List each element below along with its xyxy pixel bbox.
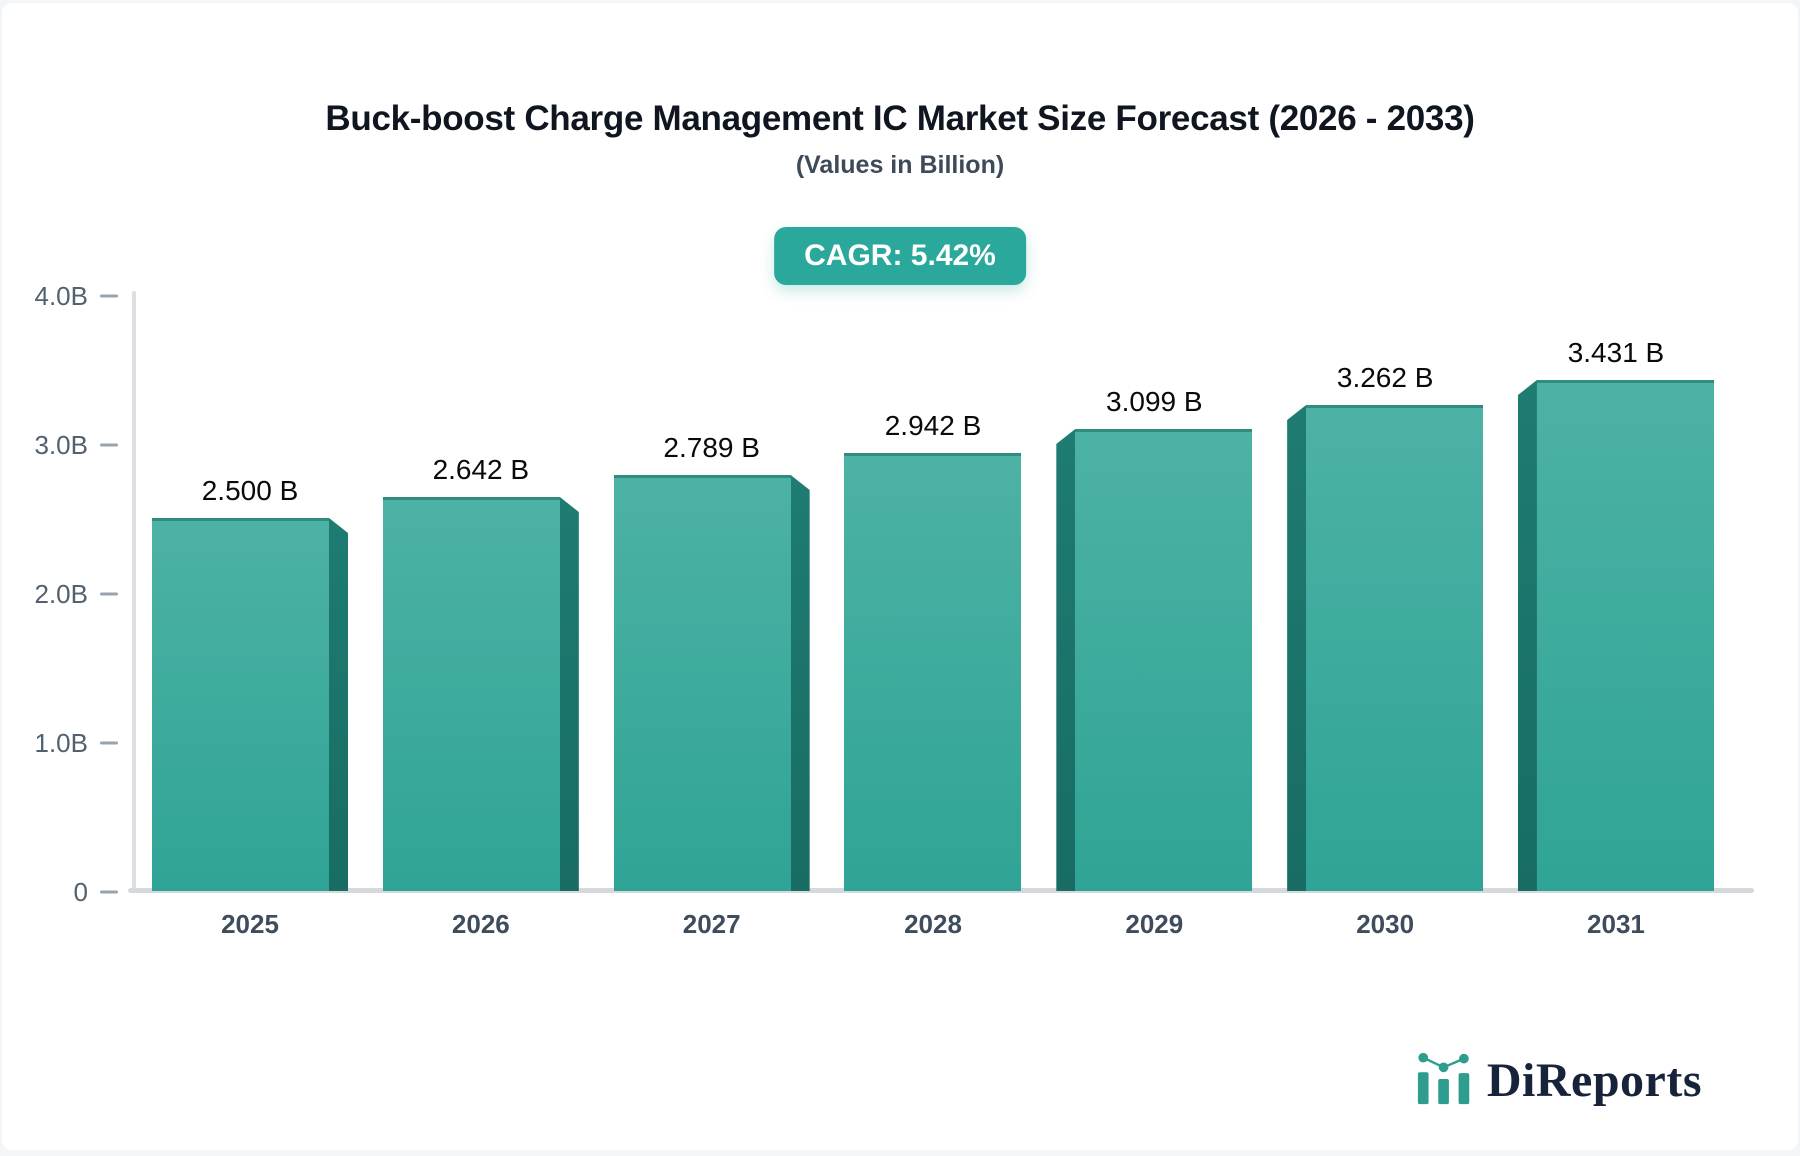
bar-value-label: 2.789 B [663, 432, 760, 463]
x-tick-label: 2029 [1125, 909, 1184, 939]
chart-subtitle: (Values in Billion) [795, 151, 1005, 179]
bar-group-2025: 2.500 B 2025 [152, 475, 348, 939]
bar-3d-side [1056, 429, 1076, 891]
bar-line-chart-logo-icon [1415, 1049, 1477, 1112]
bar-2026 [382, 497, 560, 891]
cagr-badge: CAGR: 5.42% [774, 227, 1026, 285]
bar-2025 [152, 518, 329, 891]
bar-3d-side [790, 475, 810, 891]
bar-2031 [1536, 380, 1714, 891]
bar-group-2031: 3.431 B 2031 [1517, 337, 1714, 939]
y-tick-label: 3.0B [34, 430, 89, 460]
bar-group-2029: 3.099 B 2029 [1056, 386, 1253, 939]
bar-2027 [613, 475, 791, 891]
y-axis-line [132, 291, 136, 892]
bar-2028 [844, 453, 1022, 891]
bar-2030 [1306, 405, 1484, 891]
y-tick-label: 1.0B [34, 728, 89, 758]
bar-value-label: 2.642 B [432, 454, 530, 485]
bar-3d-side [1287, 405, 1307, 891]
x-tick-label: 2026 [451, 909, 510, 939]
bar-3d-side [559, 497, 579, 891]
chart-title: Buck-boost Charge Management IC Market S… [325, 99, 1475, 138]
y-tick-label: 0 [73, 877, 88, 907]
x-tick-label: 2031 [1587, 909, 1645, 939]
bar-value-label: 3.431 B [1567, 337, 1665, 368]
bar-group-2028: 2.942 B 2028 [844, 410, 1022, 939]
brand-logo: DiReports [1415, 1049, 1702, 1112]
y-tick-mark [100, 592, 118, 596]
x-tick-label: 2030 [1356, 909, 1415, 939]
x-tick-label: 2025 [221, 909, 279, 939]
brand-name: DiReports [1486, 1054, 1702, 1107]
bar-value-label: 2.942 B [884, 410, 982, 441]
bar-group-2027: 2.789 B 2027 [613, 432, 810, 939]
bar-group-2030: 3.262 B 2030 [1287, 362, 1484, 939]
plot-area: 4.0B 3.0B 2.0B 1.0B 0 2.500 B 2025 2.642 B 2026… [2, 283, 1800, 939]
bar-2029 [1075, 429, 1253, 891]
y-tick-mark [100, 741, 118, 745]
y-tick-label: 2.0B [34, 579, 89, 609]
y-tick-mark [100, 443, 118, 447]
y-tick-mark [100, 890, 118, 894]
y-tick-mark [100, 294, 118, 298]
bar-value-label: 2.500 B [201, 475, 299, 506]
bar-3d-side [1517, 380, 1537, 891]
bar-value-label: 3.099 B [1106, 386, 1203, 417]
bar-group-2026: 2.642 B 2026 [382, 454, 579, 939]
chart-card: Buck-boost Charge Management IC Market S… [2, 3, 1798, 1150]
x-tick-label: 2027 [682, 909, 741, 939]
bar-3d-side [329, 518, 348, 891]
x-tick-label: 2028 [904, 909, 962, 939]
y-tick-label: 4.0B [34, 281, 89, 311]
bar-value-label: 3.262 B [1336, 362, 1434, 393]
bars-container: 2.500 B 2025 2.642 B 2026 2.789 B 2027 2.942 B… [152, 295, 1714, 939]
